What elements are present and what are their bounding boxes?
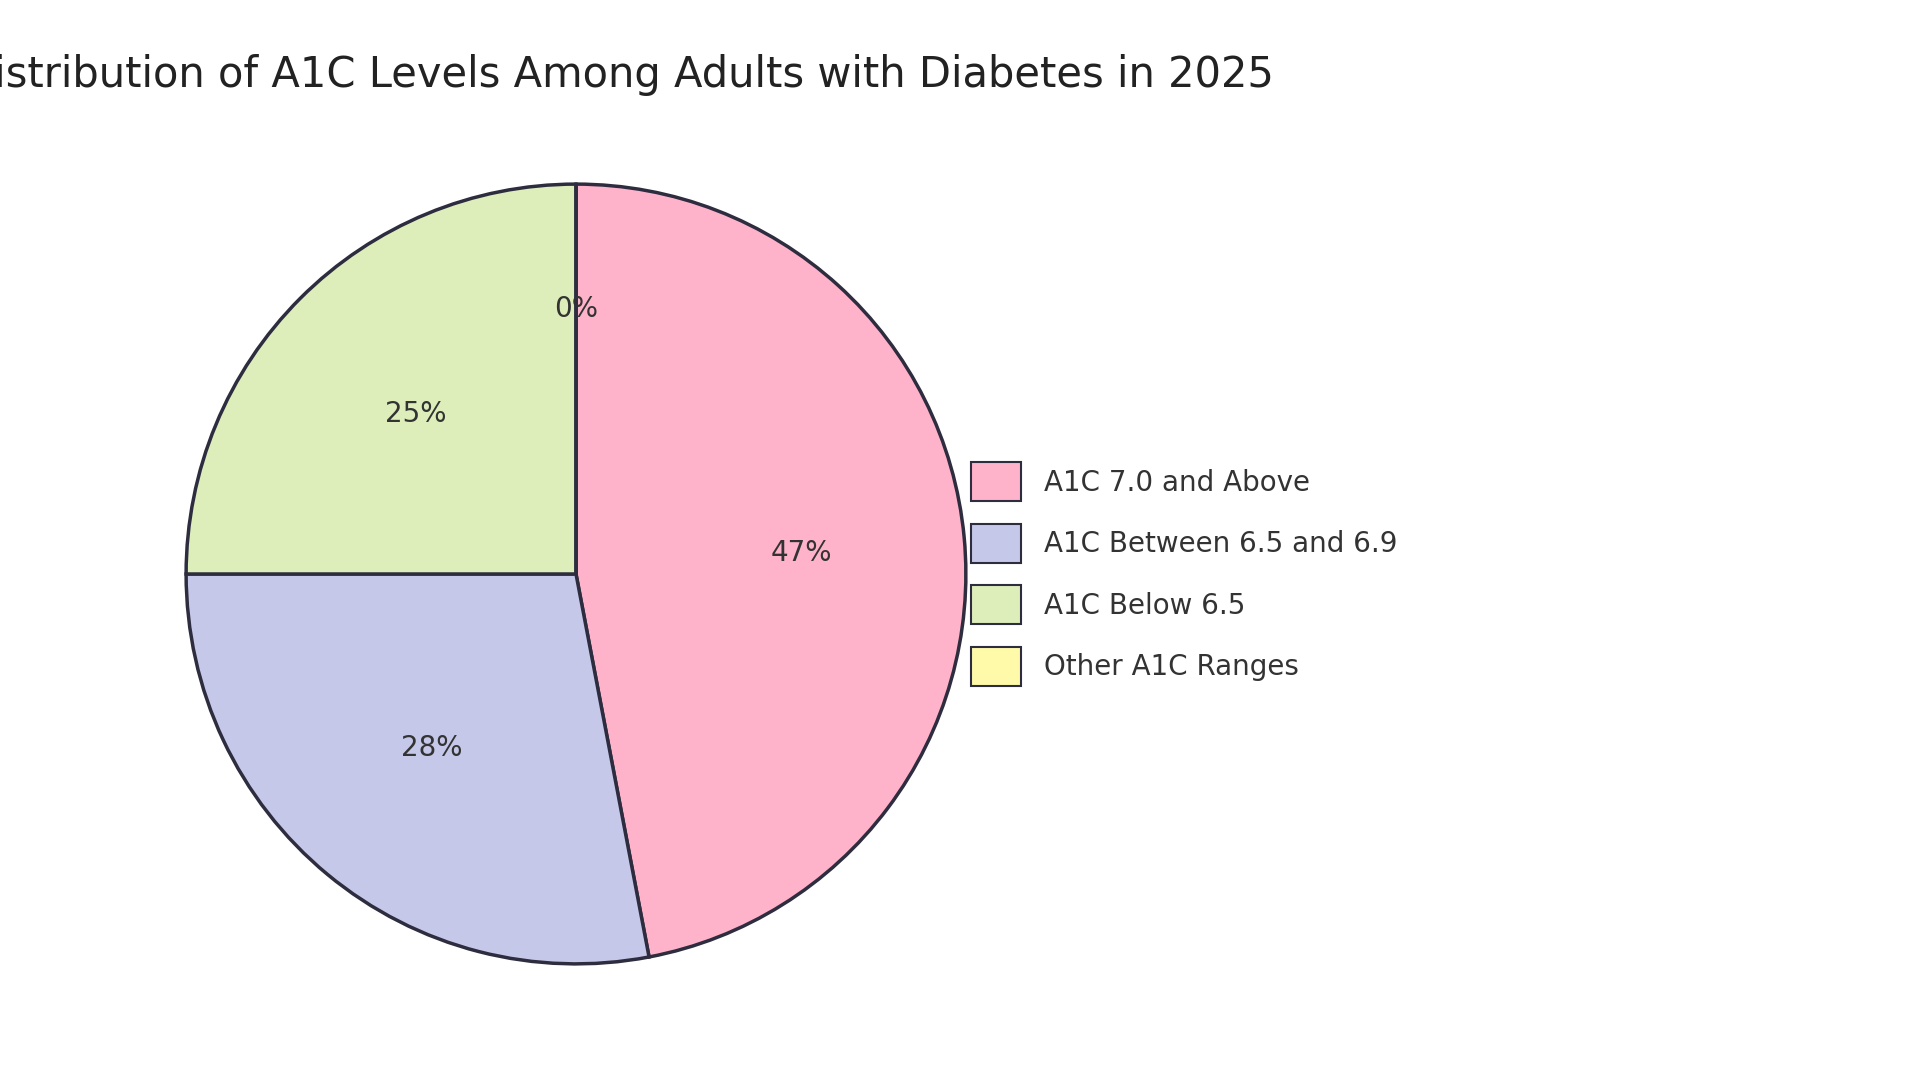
Text: 25%: 25%: [386, 400, 447, 428]
Text: 28%: 28%: [401, 734, 463, 762]
Wedge shape: [186, 574, 649, 964]
Text: Distribution of A1C Levels Among Adults with Diabetes in 2025: Distribution of A1C Levels Among Adults …: [0, 54, 1273, 96]
Wedge shape: [576, 184, 966, 957]
Legend: A1C 7.0 and Above, A1C Between 6.5 and 6.9, A1C Below 6.5, Other A1C Ranges: A1C 7.0 and Above, A1C Between 6.5 and 6…: [960, 451, 1407, 697]
Text: 0%: 0%: [555, 295, 597, 323]
Text: 47%: 47%: [770, 538, 831, 566]
Wedge shape: [186, 184, 576, 574]
